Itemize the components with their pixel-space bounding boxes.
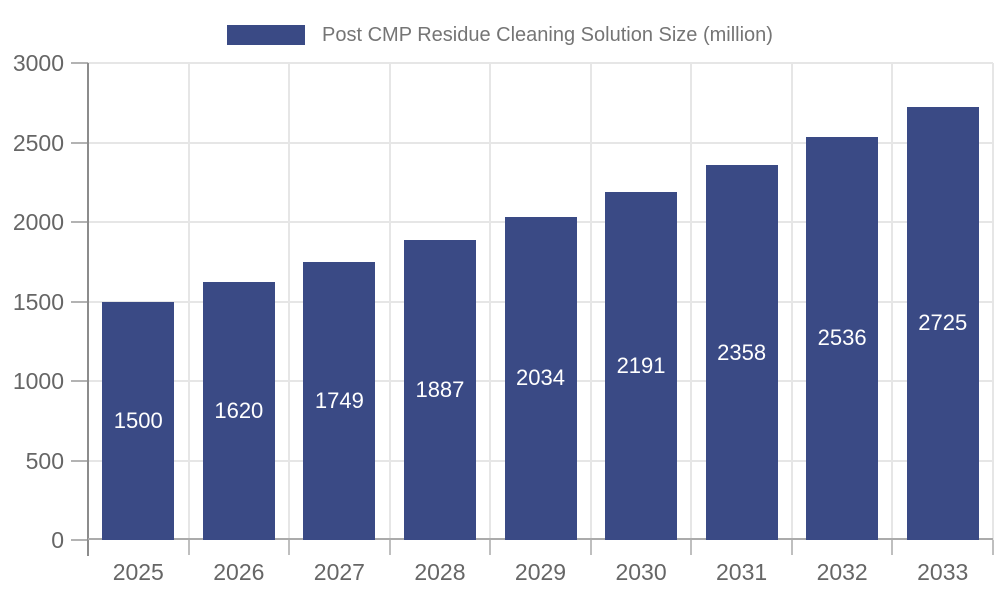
y-axis-tick [71,300,88,303]
vertical-gridline [187,63,190,540]
x-axis-category-label: 2027 [313,559,365,585]
x-axis-tick [891,540,894,555]
x-axis-tick [288,540,291,555]
bar-2026[interactable]: 1620 [202,282,275,540]
x-axis-tick [790,540,793,555]
legend[interactable]: Post CMP Residue Cleaning Solution Size … [0,24,1000,46]
vertical-gridline [790,63,793,540]
y-axis-line [87,63,89,556]
y-axis-tick [71,539,88,541]
y-axis-tick-label: 1000 [12,368,64,394]
vertical-gridline [992,63,994,540]
y-axis-tick [71,141,88,144]
vertical-gridline [589,63,592,540]
vertical-gridline [690,63,693,540]
bar-value-label: 2536 [817,325,867,351]
y-axis-tick-label: 0 [51,527,64,553]
bar-2031[interactable]: 2358 [705,165,778,540]
x-axis-tick [992,540,994,555]
bar-value-label: 2358 [717,339,767,365]
bar-value-label: 1749 [314,387,364,413]
x-axis-category-label: 2033 [917,559,969,585]
y-axis-tick-label: 1500 [12,288,64,315]
bar-2030[interactable]: 2191 [605,191,678,540]
y-axis-tick [71,459,88,462]
y-axis-tick-label: 3000 [12,50,64,76]
x-axis-category-label: 2032 [816,559,868,585]
bar-value-label: 2725 [918,310,968,336]
x-axis-category-label: 2029 [514,559,567,585]
vertical-gridline [891,63,894,540]
legend-label[interactable]: Post CMP Residue Cleaning Solution Size … [322,23,773,46]
bar-2029[interactable]: 2034 [504,216,577,540]
bar-2025[interactable]: 1500 [102,301,175,540]
y-axis-tick [71,380,88,382]
vertical-gridline [388,63,391,540]
bar-value-label: 1500 [113,407,163,433]
y-axis-tick-label: 2500 [12,129,64,156]
x-axis-category-label: 2031 [716,559,768,585]
x-axis-tick [187,540,190,555]
bar-2027[interactable]: 1749 [303,261,376,540]
y-axis-tick [71,62,88,64]
x-axis-tick [690,540,693,555]
horizontal-gridline [88,141,993,144]
x-axis-category-label: 2026 [213,559,265,585]
bar-2032[interactable]: 2536 [806,136,879,540]
bar-value-label: 2191 [616,352,666,378]
bar-value-label: 1887 [415,376,465,402]
plot-area: 0 500 1000 1500 2000 2500 3000 1500 2025 1620 2026… [13,50,994,585]
x-axis-category-label: 2025 [112,559,164,585]
bar-2033[interactable]: 2725 [906,106,979,540]
y-axis-tick [71,221,88,223]
y-axis-tick-label: 500 [25,447,64,474]
x-axis-tick [589,540,592,555]
x-axis-tick [388,540,391,555]
horizontal-gridline [88,62,993,64]
legend-swatch[interactable] [227,25,306,45]
vertical-gridline [288,63,291,540]
bar-2028[interactable]: 1887 [403,239,476,540]
y-axis-tick-label: 2000 [12,209,64,235]
bar-value-label: 1620 [214,398,264,424]
bar-value-label: 2034 [516,365,565,391]
vertical-gridline [489,63,492,540]
x-axis-category-label: 2028 [414,559,466,585]
x-axis-tick [489,540,492,555]
x-axis-category-label: 2030 [615,559,667,585]
